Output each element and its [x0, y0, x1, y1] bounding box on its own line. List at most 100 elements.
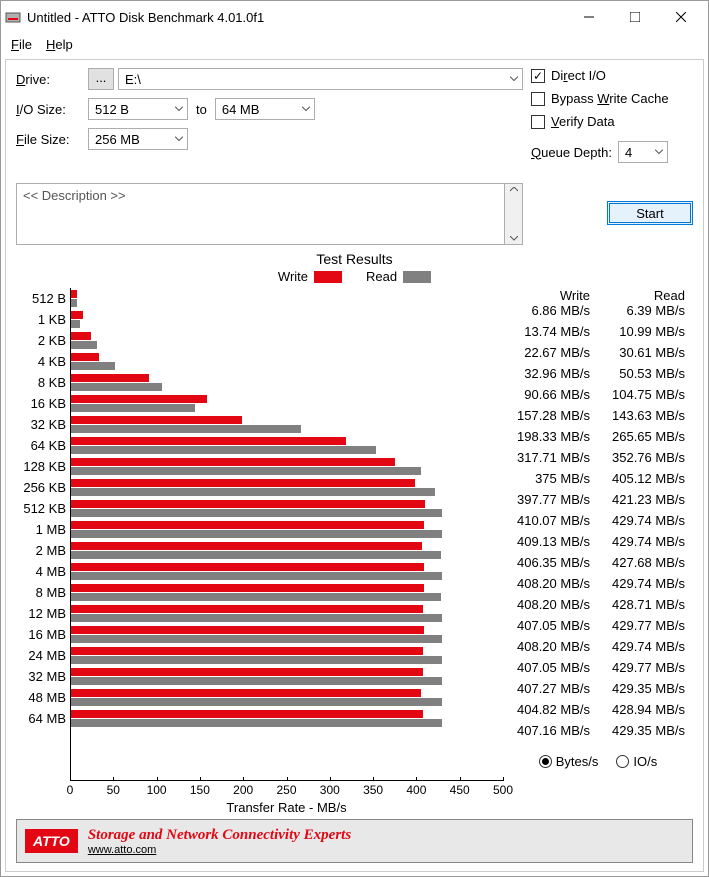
write-bar	[71, 458, 395, 466]
io-size-label: I/O Size:	[16, 102, 88, 117]
read-bar	[71, 467, 421, 475]
read-value: 10.99 MB/s	[598, 324, 693, 345]
write-bar	[71, 668, 423, 676]
read-column-header: Read	[598, 288, 693, 303]
titlebar: Untitled - ATTO Disk Benchmark 4.01.0f1	[1, 1, 708, 33]
direct-io-label: Direct I/O	[551, 68, 606, 83]
write-bar	[71, 584, 424, 592]
value-row: 410.07 MB/s429.74 MB/s	[503, 513, 693, 534]
write-bar	[71, 479, 415, 487]
read-value: 429.74 MB/s	[598, 576, 693, 597]
write-value: 6.86 MB/s	[503, 303, 598, 324]
write-value: 375 MB/s	[503, 471, 598, 492]
chart-y-labels: 512 B1 KB2 KB4 KB8 KB16 KB32 KB64 KB128 …	[16, 288, 70, 815]
x-tick: 0	[67, 783, 74, 797]
chart-y-label: 12 MB	[16, 603, 66, 624]
read-bar	[71, 677, 442, 685]
bar-row	[71, 288, 503, 309]
read-value: 429.74 MB/s	[598, 513, 693, 534]
radio-icon	[616, 755, 629, 768]
checkbox-icon	[531, 115, 545, 129]
chart-y-label: 16 MB	[16, 624, 66, 645]
write-value: 409.13 MB/s	[503, 534, 598, 555]
drive-select[interactable]: E:\	[118, 68, 523, 90]
read-value: 429.77 MB/s	[598, 660, 693, 681]
read-bar	[71, 656, 442, 664]
bar-row	[71, 603, 503, 624]
verify-label: Verify Data	[551, 114, 615, 129]
write-bar	[71, 605, 423, 613]
io-to-select[interactable]: 64 MB	[215, 98, 315, 120]
x-tick: 200	[233, 783, 253, 797]
read-value: 50.53 MB/s	[598, 366, 693, 387]
drive-browse-button[interactable]: ...	[88, 68, 114, 90]
write-value: 408.20 MB/s	[503, 639, 598, 660]
read-bar	[71, 635, 442, 643]
bytes-radio[interactable]: Bytes/s	[539, 754, 599, 769]
ios-radio[interactable]: IO/s	[616, 754, 657, 769]
read-bar	[71, 425, 301, 433]
chart-y-label: 256 KB	[16, 477, 66, 498]
filesize-value: 256 MB	[95, 132, 140, 147]
write-value: 397.77 MB/s	[503, 492, 598, 513]
write-bar	[71, 311, 83, 319]
chart-y-label: 128 KB	[16, 456, 66, 477]
chart-y-label: 2 MB	[16, 540, 66, 561]
write-value: 407.27 MB/s	[503, 681, 598, 702]
write-bar	[71, 395, 207, 403]
banner-main-text: Storage and Network Connectivity Experts	[88, 827, 684, 844]
value-row: 157.28 MB/s143.63 MB/s	[503, 408, 693, 429]
read-bar	[71, 530, 442, 538]
write-bar	[71, 353, 99, 361]
atto-banner[interactable]: ATTO Storage and Network Connectivity Ex…	[16, 819, 693, 863]
write-value: 90.66 MB/s	[503, 387, 598, 408]
description-placeholder: << Description >>	[23, 188, 126, 203]
description-input[interactable]: << Description >>	[16, 183, 505, 245]
close-button[interactable]	[658, 1, 704, 33]
filesize-select[interactable]: 256 MB	[88, 128, 188, 150]
bar-row	[71, 645, 503, 666]
queue-label: Queue Depth:	[531, 145, 612, 160]
bar-row	[71, 540, 503, 561]
read-bar	[71, 446, 376, 454]
bypass-checkbox[interactable]: Bypass Write Cache	[531, 91, 693, 106]
read-value: 429.74 MB/s	[598, 639, 693, 660]
queue-select[interactable]: 4	[618, 141, 668, 163]
menu-file[interactable]: File	[7, 36, 36, 53]
read-bar	[71, 593, 441, 601]
verify-checkbox[interactable]: Verify Data	[531, 114, 693, 129]
x-tick: 300	[320, 783, 340, 797]
chart-y-label: 512 KB	[16, 498, 66, 519]
read-value: 30.61 MB/s	[598, 345, 693, 366]
results-title: Test Results	[16, 251, 693, 267]
value-row: 406.35 MB/s427.68 MB/s	[503, 555, 693, 576]
start-button[interactable]: Start	[607, 201, 693, 225]
write-value: 32.96 MB/s	[503, 366, 598, 387]
read-value: 143.63 MB/s	[598, 408, 693, 429]
filesize-label: File Size:	[16, 132, 88, 147]
bar-row	[71, 456, 503, 477]
bar-row	[71, 435, 503, 456]
description-scrollbar[interactable]	[505, 183, 523, 245]
chart-y-label: 32 KB	[16, 414, 66, 435]
io-from-select[interactable]: 512 B	[88, 98, 188, 120]
value-row: 408.20 MB/s429.74 MB/s	[503, 576, 693, 597]
menu-help[interactable]: Help	[42, 36, 77, 53]
chart-y-label: 48 MB	[16, 687, 66, 708]
value-row: 408.20 MB/s429.74 MB/s	[503, 639, 693, 660]
bar-row	[71, 624, 503, 645]
write-bar	[71, 542, 422, 550]
bar-row	[71, 687, 503, 708]
chart-y-label: 2 KB	[16, 330, 66, 351]
chart-y-label: 32 MB	[16, 666, 66, 687]
read-value: 429.77 MB/s	[598, 618, 693, 639]
write-value: 407.05 MB/s	[503, 618, 598, 639]
write-bar	[71, 290, 77, 298]
minimize-button[interactable]	[566, 1, 612, 33]
write-value: 406.35 MB/s	[503, 555, 598, 576]
io-from-value: 512 B	[95, 102, 129, 117]
direct-io-checkbox[interactable]: Direct I/O	[531, 68, 693, 83]
value-row: 407.05 MB/s429.77 MB/s	[503, 660, 693, 681]
read-value: 405.12 MB/s	[598, 471, 693, 492]
maximize-button[interactable]	[612, 1, 658, 33]
